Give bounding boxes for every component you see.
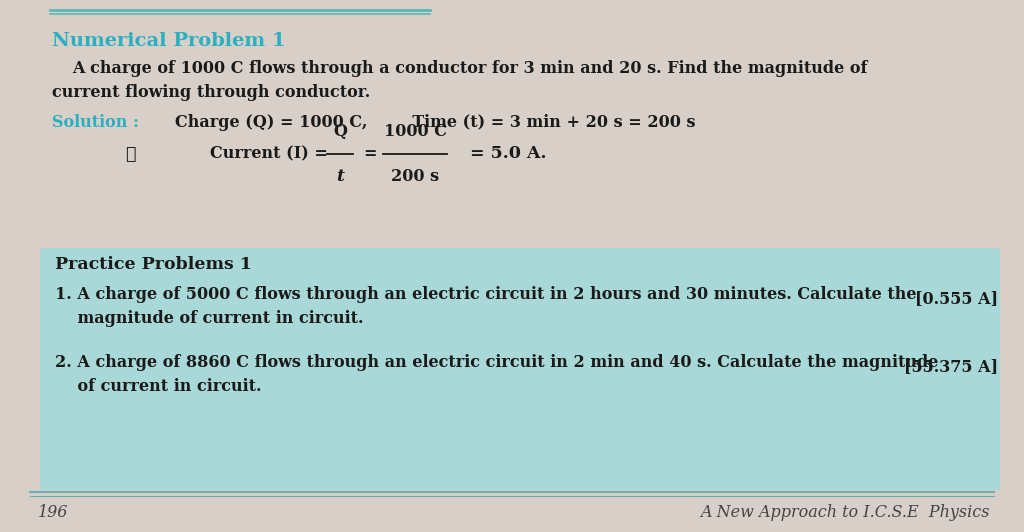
Text: t: t (336, 168, 344, 185)
FancyBboxPatch shape (40, 248, 1000, 490)
Text: current flowing through conductor.: current flowing through conductor. (52, 84, 371, 101)
Text: = 5.0 A.: = 5.0 A. (470, 145, 547, 162)
Text: [0.555 A]: [0.555 A] (914, 290, 998, 307)
Text: A charge of 1000 C flows through a conductor for 3 min and 20 s. Find the magnit: A charge of 1000 C flows through a condu… (72, 60, 867, 77)
Text: 2. A charge of 8860 C flows through an electric circuit in 2 min and 40 s. Calcu: 2. A charge of 8860 C flows through an e… (55, 354, 938, 371)
Text: Q: Q (333, 123, 347, 140)
Text: ∴: ∴ (125, 145, 135, 162)
Text: [55.375 A]: [55.375 A] (904, 358, 998, 375)
Text: Numerical Problem 1: Numerical Problem 1 (52, 32, 286, 50)
Text: 1. A charge of 5000 C flows through an electric circuit in 2 hours and 30 minute: 1. A charge of 5000 C flows through an e… (55, 286, 916, 303)
Text: Charge (Q) = 1000 C,        Time (t) = 3 min + 20 s = 200 s: Charge (Q) = 1000 C, Time (t) = 3 min + … (175, 114, 695, 131)
Text: 1000 C: 1000 C (384, 123, 446, 140)
Text: Solution :: Solution : (52, 114, 139, 131)
Text: A New Approach to I.C.S.E  Physics: A New Approach to I.C.S.E Physics (700, 504, 990, 521)
Text: of current in circuit.: of current in circuit. (55, 378, 261, 395)
Text: Practice Problems 1: Practice Problems 1 (55, 256, 252, 273)
Text: =: = (364, 145, 377, 162)
Text: 200 s: 200 s (391, 168, 439, 185)
Text: Current (I) =: Current (I) = (210, 145, 328, 162)
Text: 196: 196 (38, 504, 69, 521)
Text: magnitude of current in circuit.: magnitude of current in circuit. (55, 310, 364, 327)
